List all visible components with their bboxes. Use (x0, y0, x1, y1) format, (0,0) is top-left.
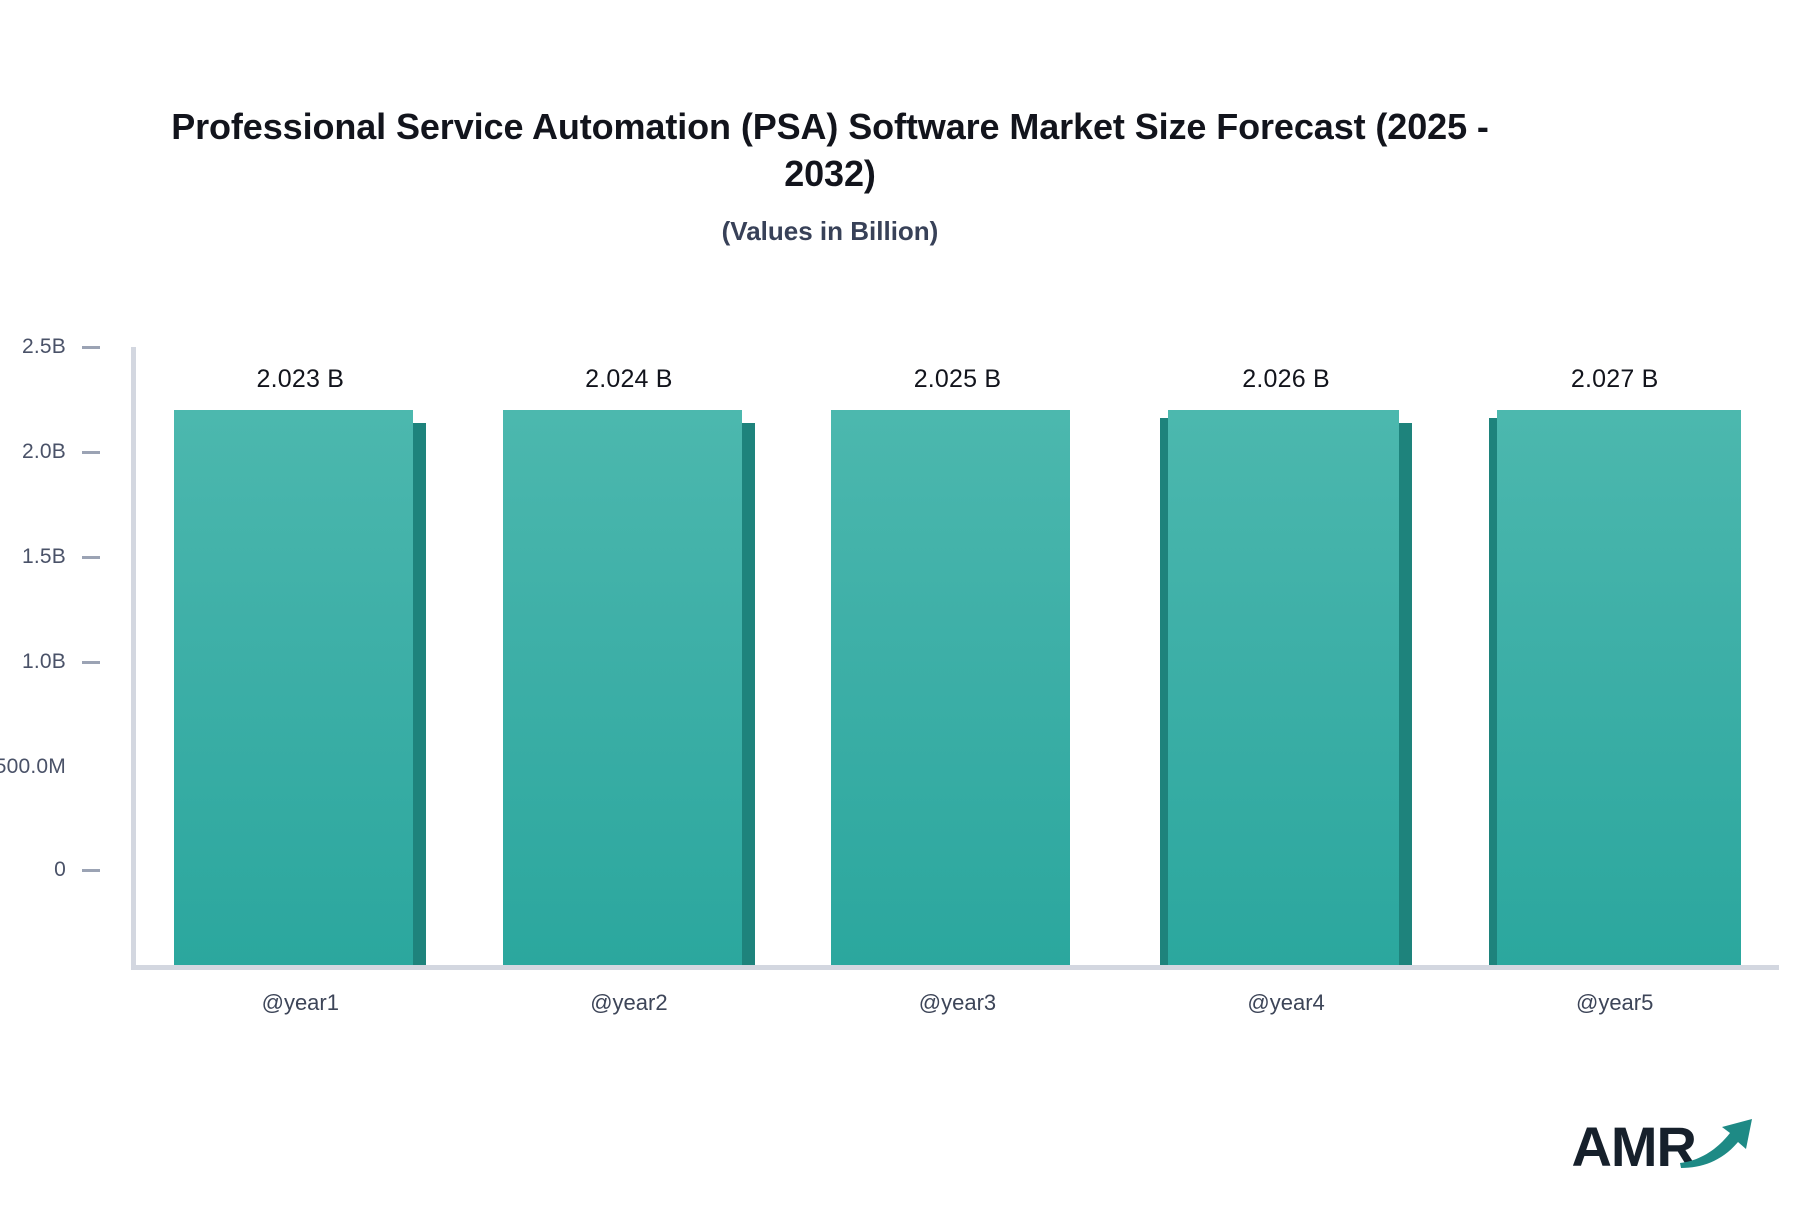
x-axis-labels: @year1 @year2 @year3 @year4 @year5 (136, 990, 1779, 1016)
y-axis-tick-dash (82, 766, 100, 769)
bar-left-bevel (1488, 410, 1497, 418)
bar-left-edge (1160, 418, 1169, 965)
y-axis-line (131, 347, 136, 970)
x-axis-label: @year3 (918, 990, 997, 1015)
x-axis-label: @year4 (1247, 990, 1325, 1015)
bar-item[interactable]: 2.025 B (831, 330, 1083, 970)
bar-value-label: 2.026 B (1242, 365, 1330, 393)
chart-subtitle: (Values in Billion) (721, 215, 939, 246)
bar-slot: 2.023 B (136, 330, 465, 970)
chart-title: Professional Service Automation (PSA) So… (171, 106, 1489, 194)
y-axis-tick-label: 2.5B (22, 335, 66, 358)
y-axis-tick: 1.5B (22, 545, 100, 569)
x-axis-label: @year2 (590, 990, 668, 1015)
y-axis-tick-label: 500.0M (0, 755, 66, 778)
bar-item[interactable]: 2.023 B (174, 330, 427, 970)
bar-side-face (1399, 423, 1413, 965)
bar-front-face (502, 410, 742, 965)
plot-area: 2.5B 2.0B 1.5B 1.0B 500.0M 0 2.023 (0, 330, 1800, 970)
bar-value-label: 2.025 B (913, 365, 1002, 393)
bar-bevel (413, 410, 427, 423)
bar-slot: 2.025 B (793, 330, 1122, 970)
y-axis-tick-dash (82, 450, 100, 454)
y-axis-tick: 2.5B (22, 335, 100, 359)
bar-value-label: 2.023 B (256, 365, 345, 393)
amr-logo: AMR (1571, 1111, 1756, 1182)
bar-left-edge (1488, 418, 1497, 965)
y-axis-tick-dash (82, 345, 100, 349)
bar-side-face (741, 423, 755, 965)
title-block: Professional Service Automation (PSA) So… (150, 104, 1510, 247)
y-axis-tick: 2.0B (22, 440, 100, 464)
y-axis-tick-label: 1.0B (22, 650, 66, 673)
y-axis-tick-label: 1.5B (22, 545, 66, 568)
y-axis-tick: 500.0M (0, 755, 100, 779)
bar-front-face (1496, 410, 1741, 965)
y-axis-tick-dash (82, 660, 100, 664)
bar-slot: 2.026 B (1122, 330, 1451, 970)
bar-item[interactable]: 2.026 B (1160, 330, 1413, 970)
y-axis-tick-label: 2.0B (22, 440, 66, 463)
x-axis-label: @year1 (261, 990, 339, 1015)
trending-up-arrow-icon (1678, 1111, 1756, 1176)
bar-front-face (831, 410, 1071, 965)
bar-value-label: 2.024 B (585, 365, 673, 393)
amr-logo-text: AMR (1571, 1114, 1697, 1178)
bar-value-label: 2.027 B (1570, 365, 1659, 393)
y-axis-tick: 0 (54, 858, 100, 882)
y-axis-tick-dash (82, 555, 100, 559)
y-axis-tick-dash (82, 868, 100, 872)
x-axis-line (131, 965, 1779, 970)
bar-side-face (413, 423, 427, 965)
bar-front-face (174, 410, 414, 965)
y-axis-tick: 1.0B (22, 650, 100, 674)
bar-slot: 2.027 B (1450, 330, 1779, 970)
bar-slot: 2.024 B (465, 330, 794, 970)
bar-item[interactable]: 2.027 B (1488, 330, 1741, 970)
bar-item[interactable]: 2.024 B (502, 330, 755, 970)
x-axis-label: @year5 (1575, 990, 1654, 1015)
bar-front-face (1168, 410, 1400, 965)
bar-left-bevel (1160, 410, 1169, 418)
bar-group: 2.023 B 2.024 B 2.025 B (136, 330, 1779, 970)
bar-bevel (741, 410, 755, 423)
y-axis-tick-label: 0 (54, 858, 66, 881)
bar-bevel (1399, 410, 1413, 423)
